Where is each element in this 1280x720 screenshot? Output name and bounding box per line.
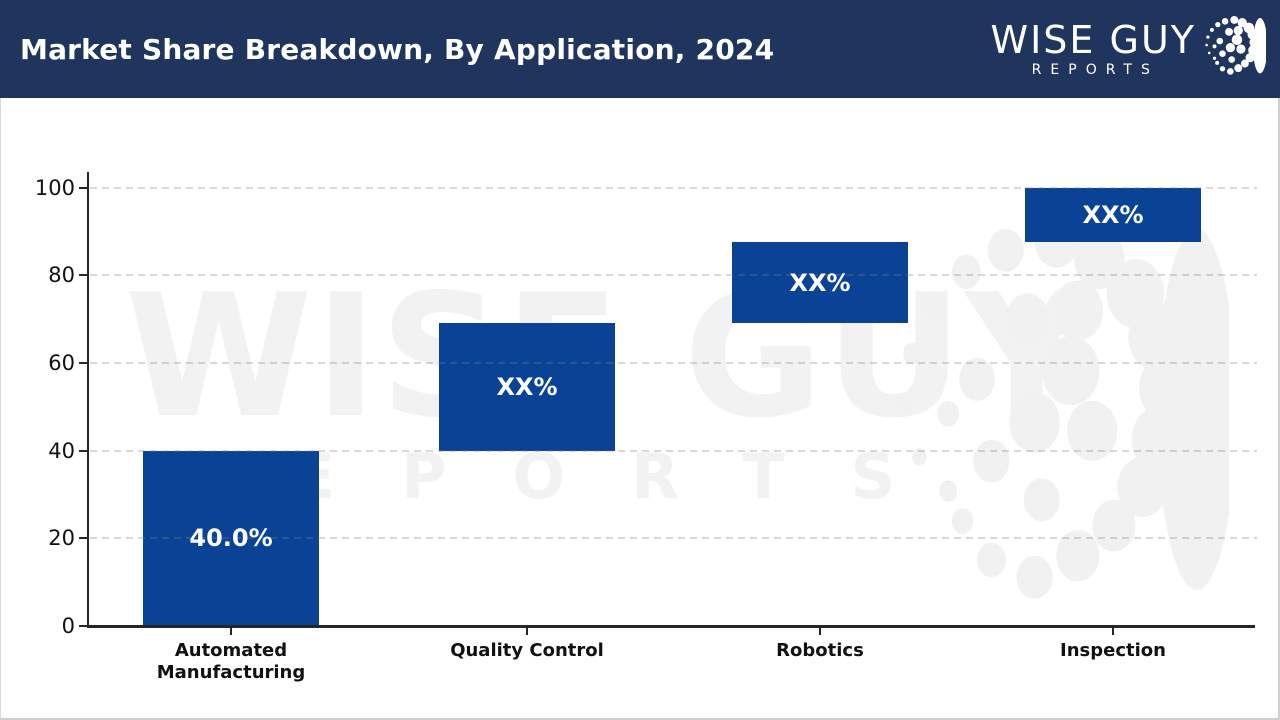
y-tick-mark <box>79 361 87 364</box>
gridline-60 <box>90 361 1257 364</box>
bar-automated-manufacturing <box>143 450 319 626</box>
logo: WISE GUY REPORTS <box>991 9 1266 89</box>
logo-wordmark: WISE GUY <box>990 18 1196 62</box>
header: Market Share Breakdown, By Application, … <box>0 0 1280 98</box>
chart-area: WISE GUY REPORTS 40.0% XX% XX% XX% 0 20 40 60 80… <box>0 98 1280 720</box>
y-tick-mark <box>79 274 87 277</box>
bar-value-label: XX% <box>789 268 851 297</box>
y-tick-mark <box>79 186 87 189</box>
bar-inspection <box>1025 187 1201 243</box>
page-title: Market Share Breakdown, By Application, … <box>20 32 775 66</box>
bar-value-label: 40.0% <box>189 524 273 553</box>
category-label-automated-manufacturing: Automated Manufacturing <box>156 640 306 683</box>
gridline-40 <box>90 449 1257 452</box>
x-tick-mark <box>1112 628 1114 635</box>
category-label-quality-control: Quality Control <box>450 640 604 661</box>
y-tick-label: 100 <box>34 175 75 200</box>
logo-subtitle: REPORTS <box>1031 62 1159 78</box>
gridline-20 <box>90 537 1257 540</box>
y-tick-mark <box>79 625 87 627</box>
y-tick-mark <box>79 537 87 540</box>
y-axis-line <box>87 172 89 628</box>
bar-value-label: XX% <box>1082 200 1144 229</box>
y-tick-label: 60 <box>48 350 75 375</box>
bar-quality-control <box>439 323 615 451</box>
watermark-face-icon <box>897 216 1229 599</box>
logo-text: WISE GUY REPORTS <box>991 21 1196 77</box>
y-tick-label: 40 <box>48 438 75 463</box>
gridline-80 <box>90 274 1257 277</box>
x-tick-mark <box>230 628 232 635</box>
x-tick-mark <box>819 628 821 635</box>
y-tick-label: 20 <box>48 526 75 551</box>
y-tick-label: 0 <box>61 614 75 638</box>
x-axis-line <box>87 625 1255 628</box>
category-label-robotics: Robotics <box>776 640 864 661</box>
y-tick-mark <box>79 449 87 452</box>
plot: 40.0% XX% XX% XX% 0 20 40 60 80 100 Automated Manu… <box>1 98 1278 718</box>
category-label-inspection: Inspection <box>1060 640 1166 661</box>
bar-robotics <box>732 242 908 324</box>
logo-face-icon <box>1205 16 1266 75</box>
x-tick-mark <box>526 628 528 635</box>
bar-value-label: XX% <box>496 373 558 402</box>
y-tick-label: 80 <box>48 263 75 288</box>
gridline-100 <box>90 186 1257 189</box>
